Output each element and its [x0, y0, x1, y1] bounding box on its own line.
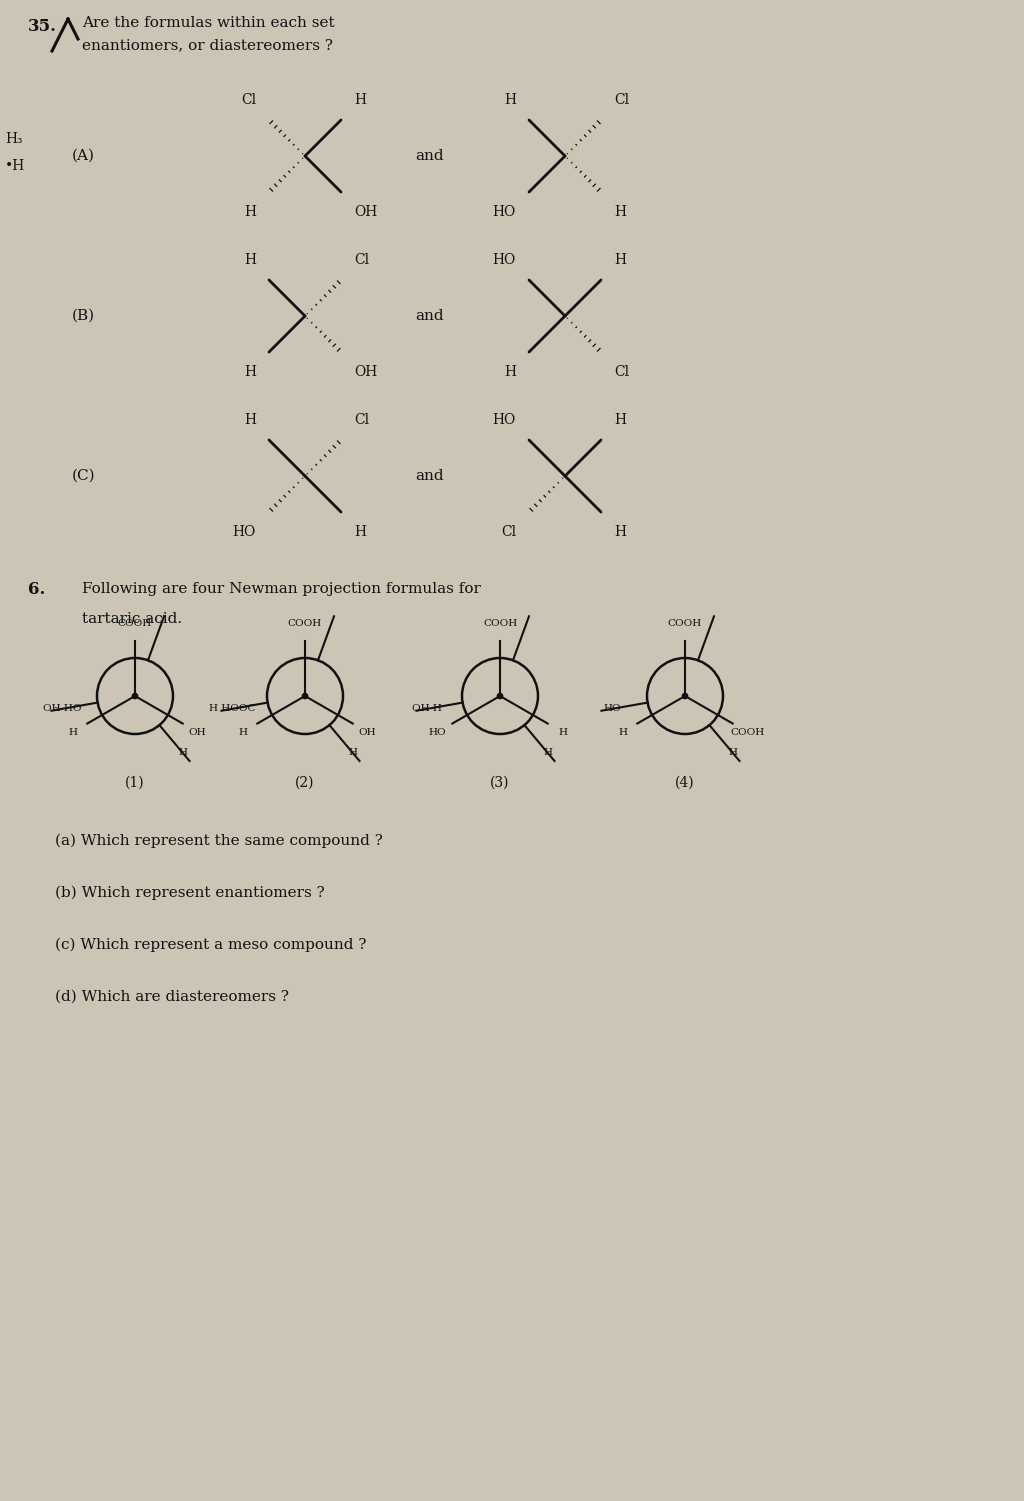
- Text: H: H: [504, 365, 516, 378]
- Text: OH HO: OH HO: [43, 704, 81, 713]
- Text: HO: HO: [603, 704, 621, 713]
- Text: H: H: [354, 93, 366, 107]
- Text: H HOOC: H HOOC: [209, 704, 255, 713]
- Circle shape: [682, 693, 688, 698]
- Text: tartaric acid.: tartaric acid.: [82, 612, 182, 626]
- Text: OH: OH: [188, 728, 207, 737]
- Text: and: and: [416, 149, 444, 164]
- Text: H: H: [244, 365, 256, 378]
- Text: H: H: [178, 749, 187, 758]
- Text: (1): (1): [125, 776, 144, 790]
- Text: (4): (4): [675, 776, 695, 790]
- Text: and: and: [416, 468, 444, 483]
- Text: (b) Which represent enantiomers ?: (b) Which represent enantiomers ?: [55, 886, 325, 901]
- Text: H: H: [614, 525, 626, 539]
- Text: COOH: COOH: [668, 620, 702, 629]
- Text: Cl: Cl: [354, 254, 369, 267]
- Text: (B): (B): [72, 309, 95, 323]
- Text: H: H: [244, 254, 256, 267]
- Text: HO: HO: [493, 206, 516, 219]
- Text: COOH: COOH: [118, 620, 153, 629]
- Text: HO: HO: [493, 254, 516, 267]
- Text: H: H: [348, 749, 357, 758]
- Text: 6.: 6.: [28, 581, 45, 597]
- Text: H: H: [614, 413, 626, 426]
- Text: Cl: Cl: [501, 525, 516, 539]
- Circle shape: [498, 693, 503, 698]
- Text: H: H: [504, 93, 516, 107]
- Text: Cl: Cl: [241, 93, 256, 107]
- Text: HO: HO: [493, 413, 516, 426]
- Text: H₃: H₃: [5, 132, 23, 146]
- Text: (2): (2): [295, 776, 314, 790]
- Text: COOH: COOH: [483, 620, 517, 629]
- Text: H: H: [543, 749, 552, 758]
- Text: H: H: [354, 525, 366, 539]
- Text: H: H: [728, 749, 737, 758]
- Text: H: H: [614, 254, 626, 267]
- Text: H: H: [238, 728, 247, 737]
- Text: OH: OH: [354, 206, 377, 219]
- Text: •H: •H: [5, 159, 26, 173]
- Text: HO: HO: [232, 525, 256, 539]
- Text: OH: OH: [354, 365, 377, 378]
- Text: Cl: Cl: [614, 93, 629, 107]
- Text: OH H: OH H: [412, 704, 442, 713]
- Text: COOH: COOH: [730, 728, 765, 737]
- Text: H: H: [614, 206, 626, 219]
- Text: COOH: COOH: [288, 620, 323, 629]
- Text: enantiomers, or diastereomers ?: enantiomers, or diastereomers ?: [82, 38, 333, 53]
- Circle shape: [302, 693, 307, 698]
- Text: Are the formulas within each set: Are the formulas within each set: [82, 17, 340, 30]
- Text: H: H: [558, 728, 567, 737]
- Text: H: H: [244, 413, 256, 426]
- Text: 35.: 35.: [28, 18, 57, 35]
- Circle shape: [132, 693, 137, 698]
- Text: Cl: Cl: [614, 365, 629, 378]
- Text: (a) Which represent the same compound ?: (a) Which represent the same compound ?: [55, 833, 383, 848]
- Text: Following are four Newman projection formulas for: Following are four Newman projection for…: [82, 582, 481, 596]
- Text: Cl: Cl: [354, 413, 369, 426]
- Text: (3): (3): [490, 776, 510, 790]
- Text: OH: OH: [358, 728, 377, 737]
- Text: (d) Which are diastereomers ?: (d) Which are diastereomers ?: [55, 991, 289, 1004]
- Text: H: H: [244, 206, 256, 219]
- Text: (c) Which represent a meso compound ?: (c) Which represent a meso compound ?: [55, 938, 367, 952]
- Text: HO: HO: [429, 728, 446, 737]
- Text: H: H: [617, 728, 627, 737]
- Text: and: and: [416, 309, 444, 323]
- Text: H: H: [68, 728, 77, 737]
- Text: (A): (A): [72, 149, 95, 164]
- Text: (C): (C): [72, 468, 95, 483]
